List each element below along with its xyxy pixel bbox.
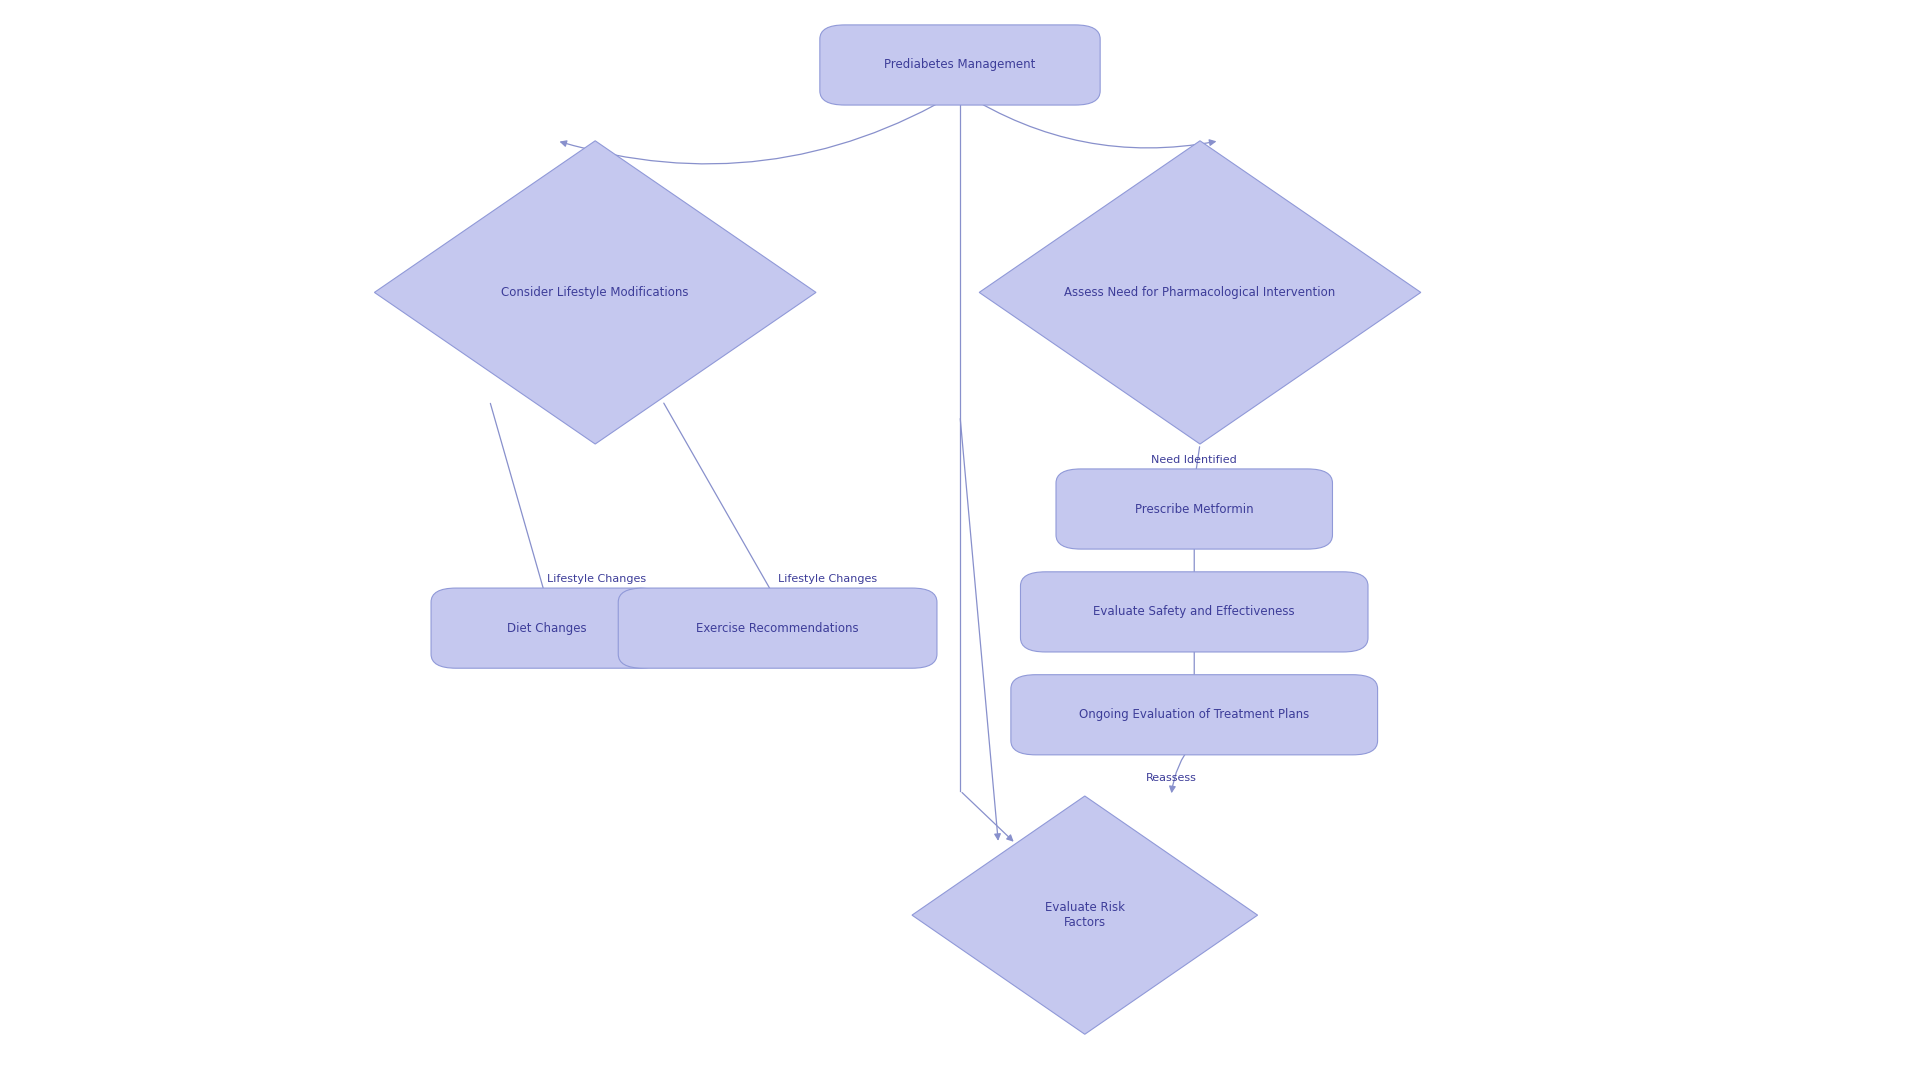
Text: Prescribe Metformin: Prescribe Metformin (1135, 503, 1254, 516)
FancyArrowPatch shape (960, 419, 1000, 839)
FancyBboxPatch shape (1021, 572, 1367, 652)
FancyArrowPatch shape (561, 92, 958, 164)
FancyArrowPatch shape (1169, 743, 1192, 792)
Text: Need Identified: Need Identified (1152, 455, 1236, 466)
Text: Consider Lifestyle Modifications: Consider Lifestyle Modifications (501, 286, 689, 299)
Text: Prediabetes Management: Prediabetes Management (885, 58, 1035, 71)
FancyBboxPatch shape (1056, 469, 1332, 549)
Text: Diet Changes: Diet Changes (507, 622, 588, 635)
Text: Ongoing Evaluation of Treatment Plans: Ongoing Evaluation of Treatment Plans (1079, 708, 1309, 721)
Polygon shape (374, 141, 816, 444)
FancyBboxPatch shape (820, 25, 1100, 105)
Text: Lifestyle Changes: Lifestyle Changes (778, 574, 877, 585)
Text: Lifestyle Changes: Lifestyle Changes (547, 574, 647, 585)
Text: Reassess: Reassess (1146, 772, 1196, 783)
Text: Evaluate Safety and Effectiveness: Evaluate Safety and Effectiveness (1092, 605, 1296, 618)
FancyBboxPatch shape (1010, 675, 1379, 755)
Text: Exercise Recommendations: Exercise Recommendations (697, 622, 858, 635)
Text: Evaluate Risk
Factors: Evaluate Risk Factors (1044, 901, 1125, 929)
FancyBboxPatch shape (430, 588, 662, 668)
FancyArrowPatch shape (962, 92, 1215, 148)
Text: Assess Need for Pharmacological Intervention: Assess Need for Pharmacological Interven… (1064, 286, 1336, 299)
Polygon shape (979, 141, 1421, 444)
Polygon shape (912, 796, 1258, 1034)
FancyBboxPatch shape (618, 588, 937, 668)
